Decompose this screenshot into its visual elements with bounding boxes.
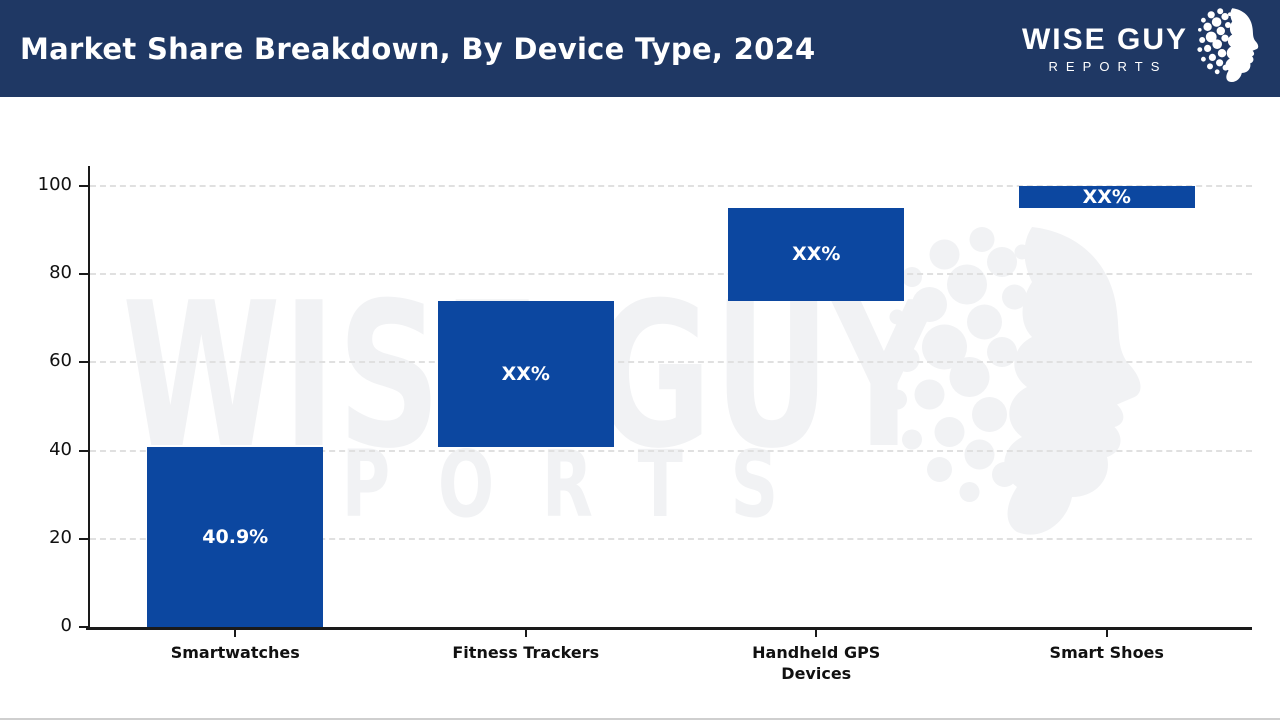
x-tick-mark xyxy=(1105,630,1108,637)
logo-wordmark: WISE GUY xyxy=(1021,23,1188,56)
category-label: Fitness Trackers xyxy=(452,643,600,662)
gridline-80 xyxy=(90,273,1252,276)
y-tick-label: 20 xyxy=(49,526,72,548)
logo-head-icon xyxy=(1197,7,1259,82)
bar-handheld-gps-devices: XX% xyxy=(728,208,905,301)
y-tick-mark xyxy=(79,361,88,364)
y-tick-mark xyxy=(79,449,88,452)
y-tick-label: 100 xyxy=(37,174,72,195)
bar-value-label: XX% xyxy=(792,243,841,266)
gridline-20 xyxy=(90,537,1252,540)
logo-text: WISE GUY REPORTS xyxy=(1021,23,1188,75)
bar-value-label: XX% xyxy=(1082,186,1131,209)
x-axis-line xyxy=(86,627,1252,630)
chart-title: Market Share Breakdown, By Device Type, … xyxy=(20,31,816,66)
y-tick-label: 40 xyxy=(49,438,72,460)
watermark-head-icon xyxy=(887,227,1141,535)
y-tick-label: 0 xyxy=(60,615,72,636)
y-tick-mark xyxy=(79,537,88,540)
gridline-60 xyxy=(90,361,1252,364)
x-tick-mark xyxy=(524,630,527,637)
bar-value-label: XX% xyxy=(501,362,550,385)
header-bar: Market Share Breakdown, By Device Type, … xyxy=(0,0,1280,97)
logo-subtext: REPORTS xyxy=(1048,59,1168,74)
category-label: Smartwatches xyxy=(170,643,300,662)
category-label: Smart Shoes xyxy=(1049,643,1164,662)
x-tick-mark xyxy=(234,630,237,637)
y-tick-mark xyxy=(79,273,88,276)
market-share-chart: WISE GUY REPORTS 0 20 40 60 80 100 40.9% Smartw… xyxy=(0,97,1280,717)
y-tick-label: 80 xyxy=(49,262,72,284)
y-axis-line xyxy=(88,166,90,627)
gridline-100 xyxy=(90,185,1252,187)
y-tick-mark xyxy=(79,626,88,628)
bar-value-label: 40.9% xyxy=(202,525,269,548)
y-tick-label: 60 xyxy=(49,350,72,372)
category-label: Handheld GPS Devices xyxy=(752,643,881,683)
gridline-40 xyxy=(90,449,1252,452)
bar-fitness-trackers: XX% xyxy=(437,300,614,447)
brand-logo: WISE GUY REPORTS xyxy=(1022,0,1280,97)
y-tick-mark xyxy=(79,185,88,187)
bar-smart-shoes: XX% xyxy=(1018,186,1195,209)
x-tick-mark xyxy=(815,630,818,637)
bar-smartwatches: 40.9% xyxy=(147,446,324,627)
